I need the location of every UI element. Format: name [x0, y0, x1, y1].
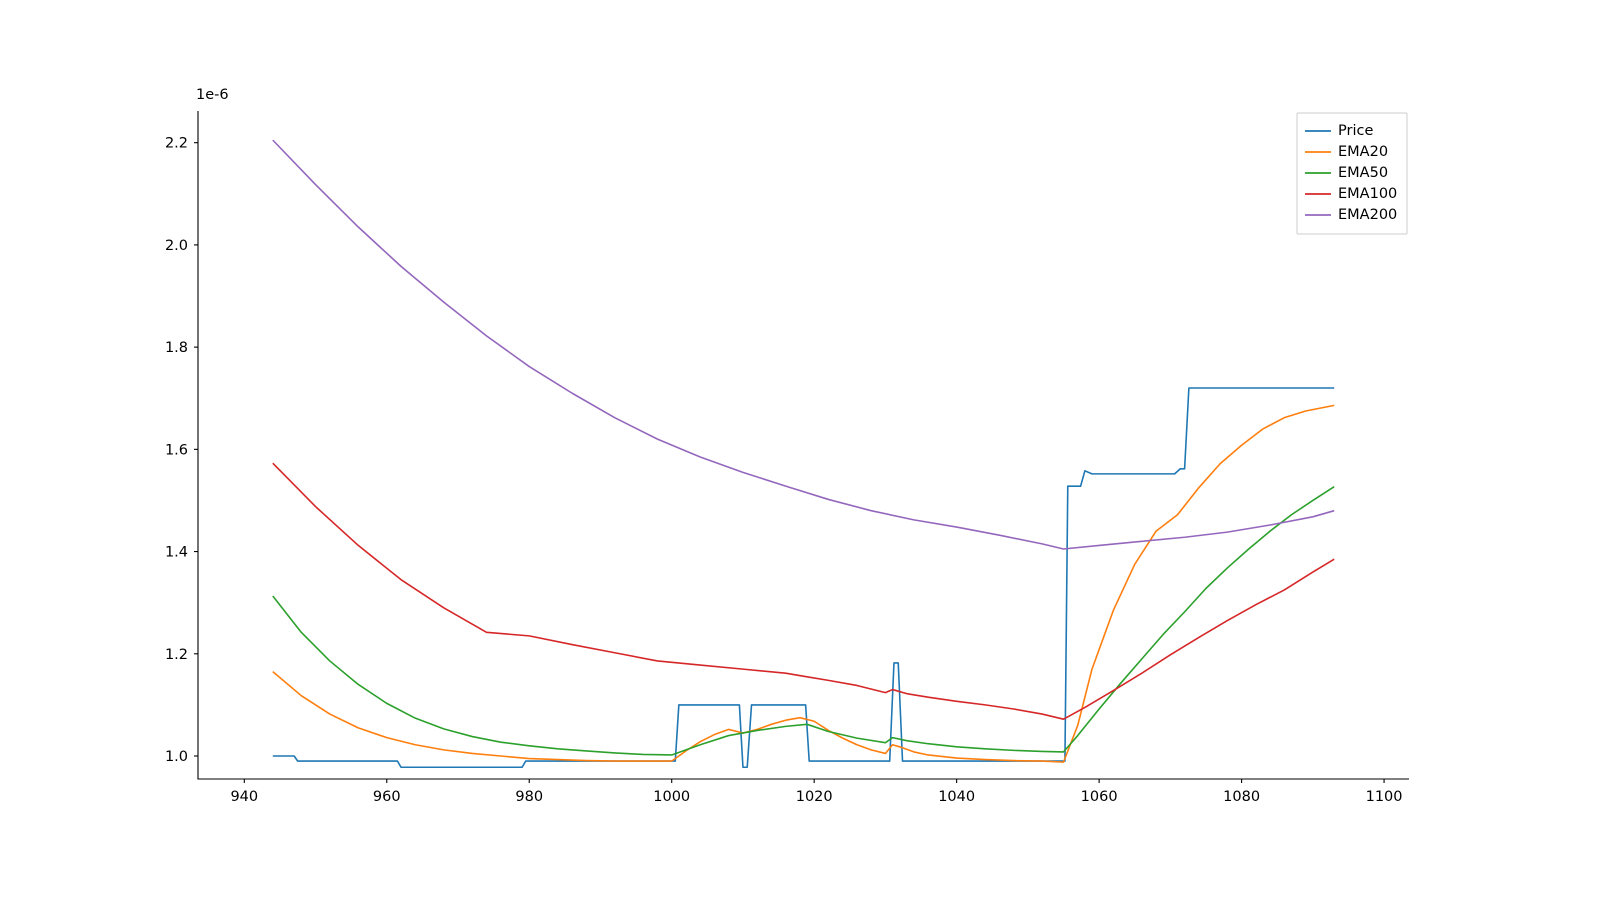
- x-tick-label: 1100: [1366, 789, 1403, 805]
- x-tick-label: 1020: [796, 789, 833, 805]
- y-tick-label: 1.2: [165, 647, 188, 663]
- x-tick-label: 980: [515, 789, 543, 805]
- series-line-price: [272, 387, 1335, 769]
- series-line-ema100: [272, 462, 1335, 720]
- legend-label-ema100: EMA100: [1338, 186, 1397, 202]
- legend-label-ema20: EMA20: [1338, 144, 1388, 160]
- y-axis-offset-label: 1e-6: [196, 87, 229, 103]
- x-tick-label: 1060: [1081, 789, 1118, 805]
- y-tick-label: 1.4: [165, 545, 188, 561]
- x-tick-label: 960: [373, 789, 401, 805]
- axes-spines: [197, 111, 1409, 780]
- y-tick-label: 1.8: [165, 340, 188, 356]
- legend-label-price: Price: [1338, 123, 1373, 139]
- y-tick-label: 2.2: [165, 136, 188, 152]
- series-line-ema20: [272, 404, 1335, 763]
- x-tick-label: 1000: [653, 789, 690, 805]
- x-tick-label: 940: [230, 789, 258, 805]
- series-line-ema200: [272, 139, 1335, 550]
- x-tick-label: 1080: [1223, 789, 1260, 805]
- series-line-ema50: [272, 485, 1335, 756]
- y-tick-label: 1.0: [165, 749, 188, 765]
- y-tick-label: 2.0: [165, 238, 188, 254]
- y-tick-label: 1.6: [165, 442, 188, 458]
- x-tick-label: 1040: [938, 789, 975, 805]
- legend-label-ema200: EMA200: [1338, 207, 1397, 223]
- legend-label-ema50: EMA50: [1338, 165, 1388, 181]
- legend-box: [1296, 112, 1408, 235]
